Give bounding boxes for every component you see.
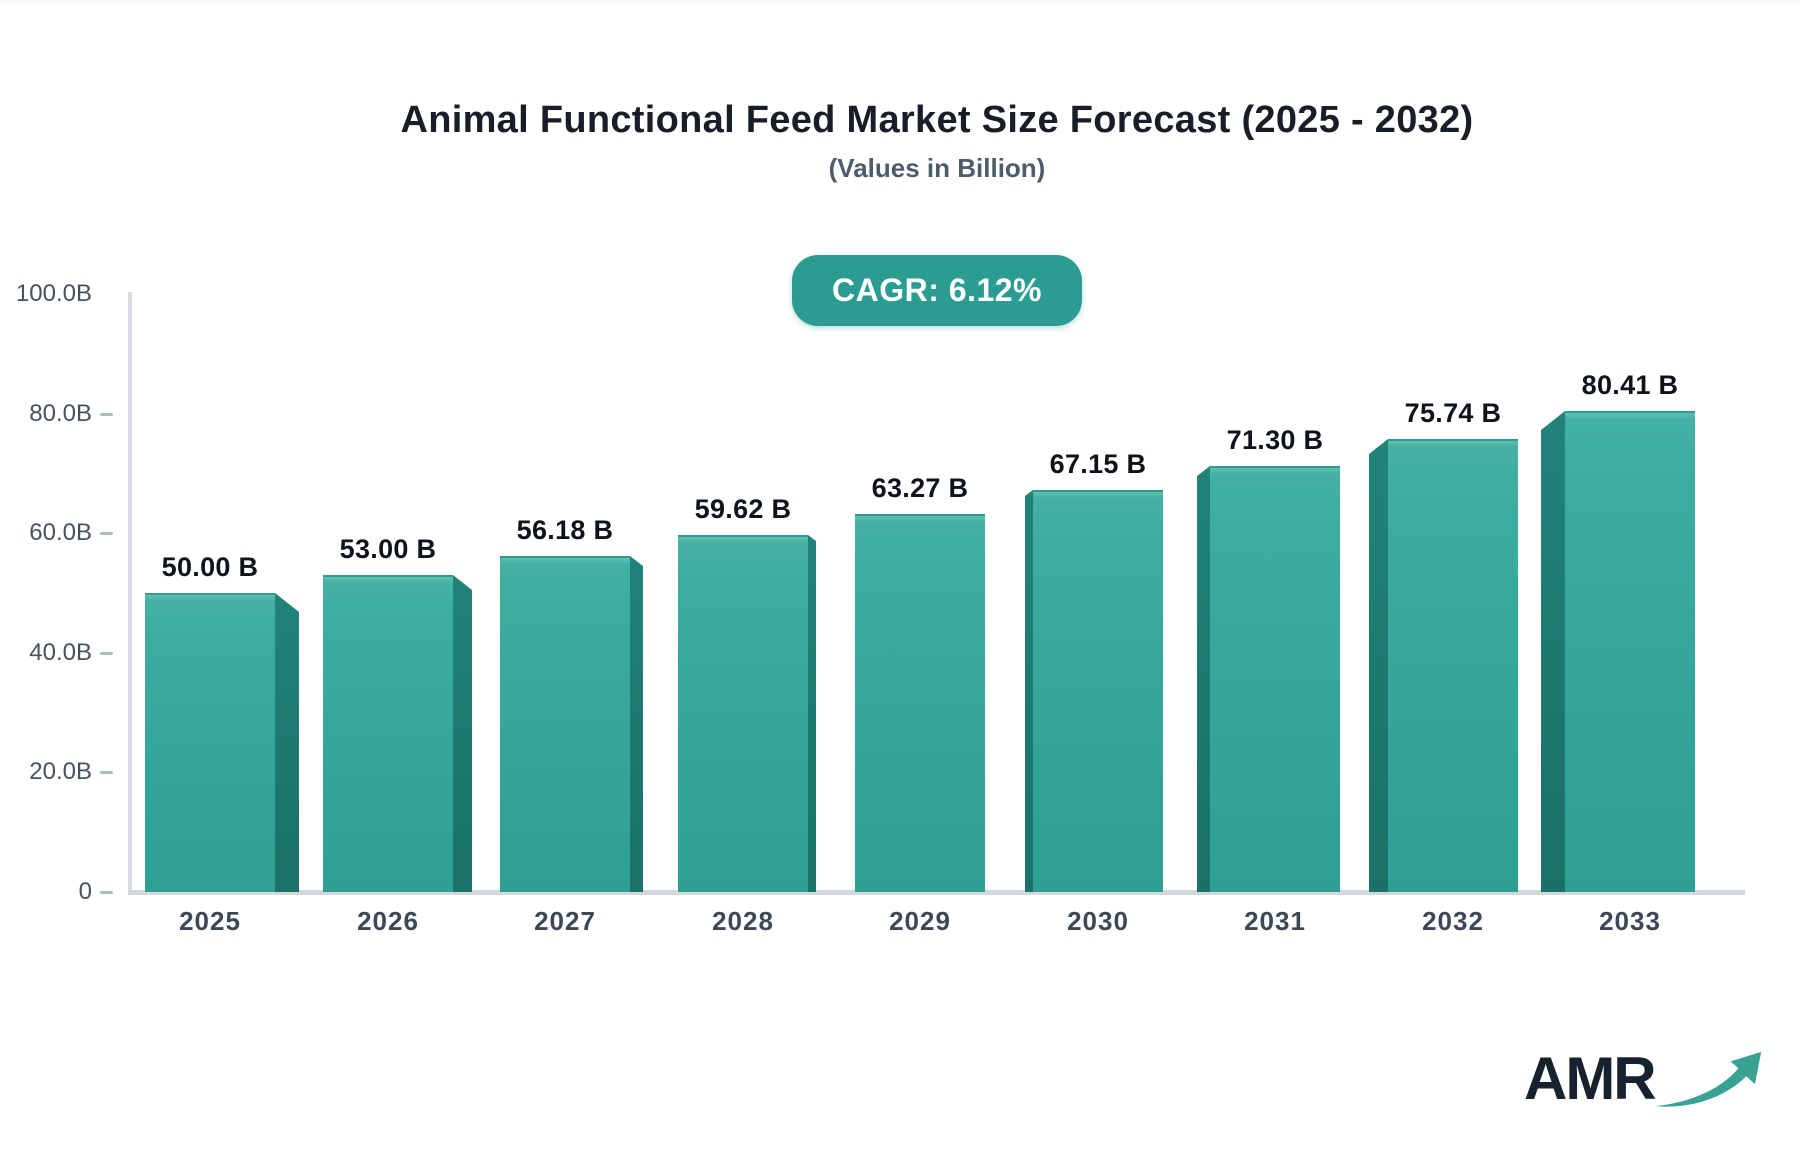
plot-area: 100.0B 80.0B 60.0B 40.0B 20.0B 0 50.00 B 2025 53… [0, 5, 1800, 1156]
x-tick-label: 2032 [1422, 906, 1484, 936]
bar [855, 514, 985, 892]
bar [500, 556, 630, 892]
x-tick-label: 2025 [179, 906, 241, 936]
growth-arrow-icon [1655, 1051, 1762, 1107]
y-tick-label: 20.0B [29, 758, 92, 786]
bar-side-face [1541, 411, 1565, 892]
bar-value-label: 71.30 B [1226, 425, 1324, 455]
bar [1033, 490, 1163, 892]
x-tick-label: 2029 [889, 906, 951, 936]
bar-value-label: 75.74 B [1404, 398, 1502, 428]
y-tick-label: 40.0B [29, 638, 92, 666]
bar-value-label: 67.15 B [1049, 449, 1147, 479]
bar-value-label: 53.00 B [339, 534, 437, 564]
y-tick-label: 0 [78, 878, 92, 905]
bar-side-face [808, 535, 816, 892]
chart-subtitle: (Values in Billion) [828, 153, 1046, 183]
bar [1565, 411, 1695, 892]
y-tick-dash [100, 891, 113, 894]
cagr-badge: CAGR: 6.12% [792, 255, 1082, 326]
y-tick-dash [100, 412, 113, 416]
y-tick-dash [100, 532, 113, 536]
bar-value-label: 56.18 B [516, 515, 614, 545]
bar-side-face [630, 556, 643, 892]
x-tick-label: 2028 [712, 906, 774, 936]
bar-value-label: 50.00 B [161, 552, 259, 582]
bar-value-label: 59.62 B [694, 494, 792, 524]
bar [1210, 466, 1340, 892]
page-title: Animal Functional Feed Market Size Forec… [400, 99, 1474, 141]
x-tick-label: 2030 [1067, 906, 1129, 936]
bar [1388, 439, 1518, 892]
x-tick-label: 2027 [534, 906, 596, 936]
bar-value-label: 80.41 B [1581, 370, 1679, 400]
y-tick-label: 80.0B [29, 399, 92, 427]
bar-side-face [1025, 490, 1033, 892]
bar-side-face [1369, 439, 1388, 892]
y-tick-label: 100.0B [15, 280, 92, 307]
x-tick-label: 2031 [1244, 906, 1306, 936]
bar-side-face [453, 575, 472, 892]
amr-logo: AMR [1524, 1041, 1762, 1131]
y-tick-dash [100, 651, 113, 655]
bar [678, 535, 808, 892]
x-tick-label: 2026 [357, 906, 419, 936]
bar-value-label: 63.27 B [871, 473, 969, 503]
cagr-badge-row: CAGR: 6.12% [131, 255, 1743, 326]
bar [145, 593, 275, 892]
y-tick-dash [100, 771, 113, 775]
y-tick-label: 60.0B [29, 519, 92, 547]
y-axis-line [128, 292, 132, 894]
amr-logo-text: AMR [1524, 1045, 1657, 1112]
bar-side-face [275, 593, 299, 892]
x-axis-baseline [128, 890, 1745, 895]
bar [323, 575, 453, 892]
x-tick-label: 2033 [1599, 906, 1661, 936]
bar-side-face [1197, 466, 1210, 892]
